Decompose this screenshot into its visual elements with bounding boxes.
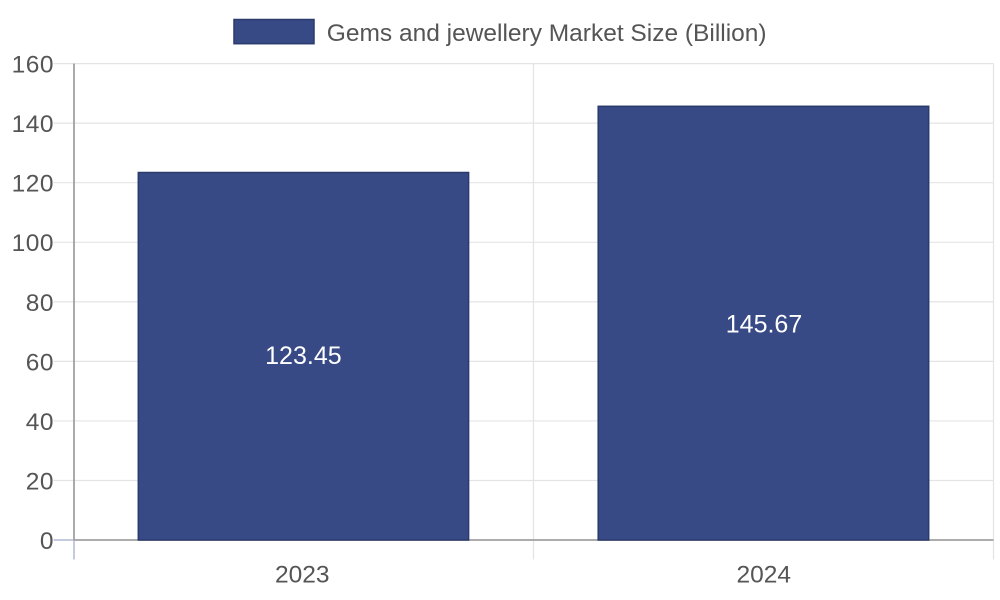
svg-text:123.45: 123.45	[265, 342, 341, 370]
svg-text:160: 160	[12, 52, 54, 79]
svg-text:20: 20	[26, 468, 54, 495]
svg-text:Gems and jewellery Market Size: Gems and jewellery Market Size (Billion)	[327, 20, 767, 47]
svg-text:120: 120	[12, 171, 54, 198]
svg-text:2023: 2023	[275, 561, 330, 588]
svg-text:100: 100	[12, 230, 54, 257]
svg-text:0: 0	[40, 528, 54, 555]
svg-text:60: 60	[26, 349, 54, 376]
svg-text:80: 80	[26, 290, 54, 317]
svg-text:145.67: 145.67	[726, 311, 802, 339]
svg-text:140: 140	[12, 111, 54, 138]
svg-text:2024: 2024	[736, 561, 791, 588]
svg-text:40: 40	[26, 409, 54, 436]
